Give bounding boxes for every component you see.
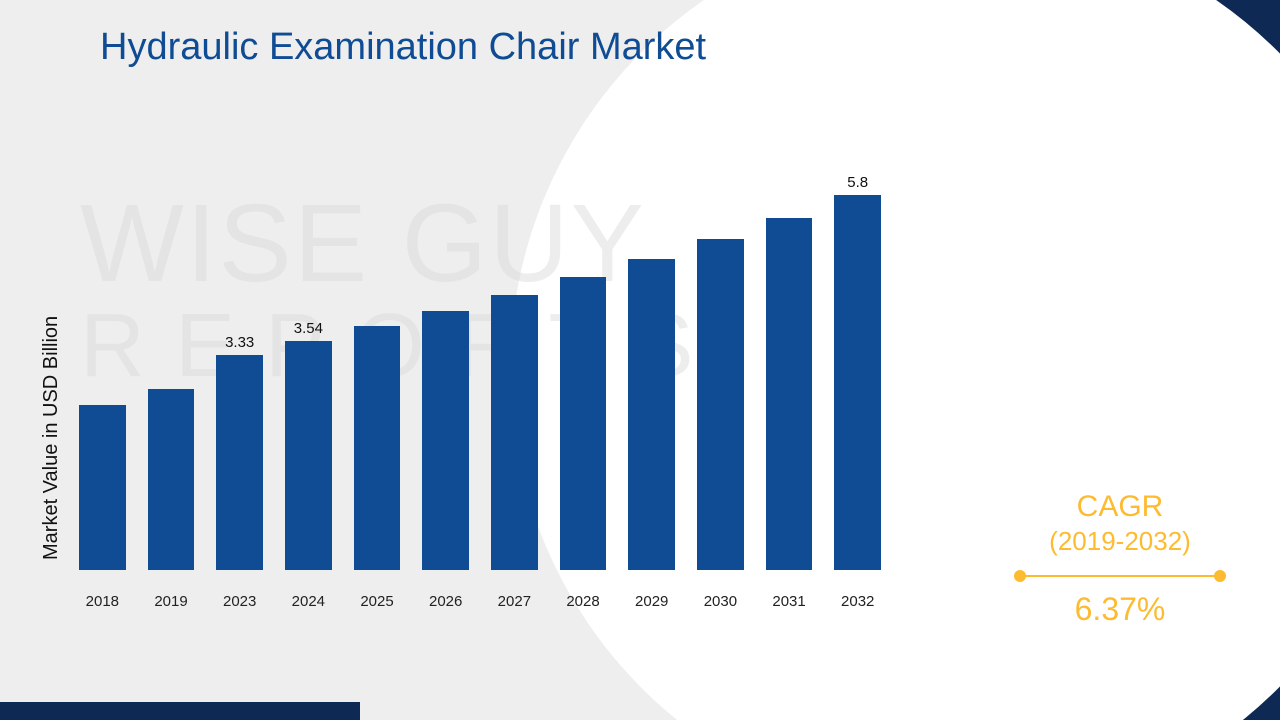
- x-axis-tick-label: 2023: [216, 593, 263, 610]
- x-axis-tick-label: 2024: [285, 593, 332, 610]
- brand-text: WISE GUY REPORTS: [1002, 29, 1180, 84]
- x-axis-tick-label: 2027: [491, 593, 538, 610]
- brand-line1: WISE GUY: [1002, 29, 1180, 68]
- bar-slot: 3.33: [216, 334, 263, 570]
- bar: [560, 277, 607, 570]
- bar-slot: [148, 389, 195, 570]
- x-axis-tick-label: 2026: [422, 593, 469, 610]
- bar: [766, 218, 813, 570]
- bar: [148, 389, 195, 570]
- bar-slot: [766, 218, 813, 570]
- bar-slot: [491, 295, 538, 570]
- brand-head-icon: [1192, 20, 1256, 92]
- bar-slot: [354, 326, 401, 570]
- x-axis-tick-label: 2031: [766, 593, 813, 610]
- bar-slot: 5.8: [834, 174, 881, 570]
- chart-title: Hydraulic Examination Chair Market: [100, 26, 706, 69]
- bar-slot: [422, 311, 469, 570]
- x-axis-tick-label: 2029: [628, 593, 675, 610]
- bar-value-label: 3.54: [294, 320, 323, 337]
- x-axis-labels: 2018 2019 2023 2024 2025 2026 2027 2028 2029 2030…: [75, 593, 885, 610]
- x-axis-tick-label: 2019: [148, 593, 195, 610]
- brand-logo: WISE GUY REPORTS: [1002, 20, 1256, 92]
- x-axis-tick-label: 2018: [79, 593, 126, 610]
- bar: [285, 341, 332, 570]
- bar: [354, 326, 401, 570]
- bar: [491, 295, 538, 570]
- bar-slot: [79, 405, 126, 570]
- bar: [216, 355, 263, 570]
- x-axis-tick-label: 2032: [834, 593, 881, 610]
- x-axis-tick-label: 2030: [697, 593, 744, 610]
- bar-value-label: 5.8: [847, 174, 868, 191]
- bars-row: 3.33 3.54 5.8: [75, 150, 885, 570]
- bottom-accent-strip: [0, 702, 360, 720]
- cagr-block: CAGR (2019-2032) 6.37%: [990, 490, 1250, 628]
- x-axis-tick-label: 2025: [354, 593, 401, 610]
- bar-slot: 3.54: [285, 320, 332, 570]
- y-axis-label: Market Value in USD Billion: [40, 316, 63, 560]
- report-canvas: WISE GUY REPORTS Hydraulic Examination C…: [0, 0, 1280, 720]
- cagr-divider: [1020, 575, 1220, 577]
- bar: [422, 311, 469, 570]
- bar-slot: [628, 259, 675, 570]
- bar-slot: [560, 277, 607, 570]
- bar-chart: 3.33 3.54 5.8 2018 2019 2023 2024 2025 2026 2027…: [75, 150, 885, 610]
- bar: [628, 259, 675, 570]
- bar-value-label: 3.33: [225, 334, 254, 351]
- bar: [79, 405, 126, 570]
- bar-slot: [697, 239, 744, 570]
- bar: [697, 239, 744, 570]
- x-axis-tick-label: 2028: [560, 593, 607, 610]
- bar: [834, 195, 881, 570]
- cagr-range: (2019-2032): [990, 526, 1250, 557]
- cagr-title: CAGR: [990, 490, 1250, 524]
- brand-line2: REPORTS: [1002, 66, 1180, 84]
- cagr-value: 6.37%: [990, 591, 1250, 628]
